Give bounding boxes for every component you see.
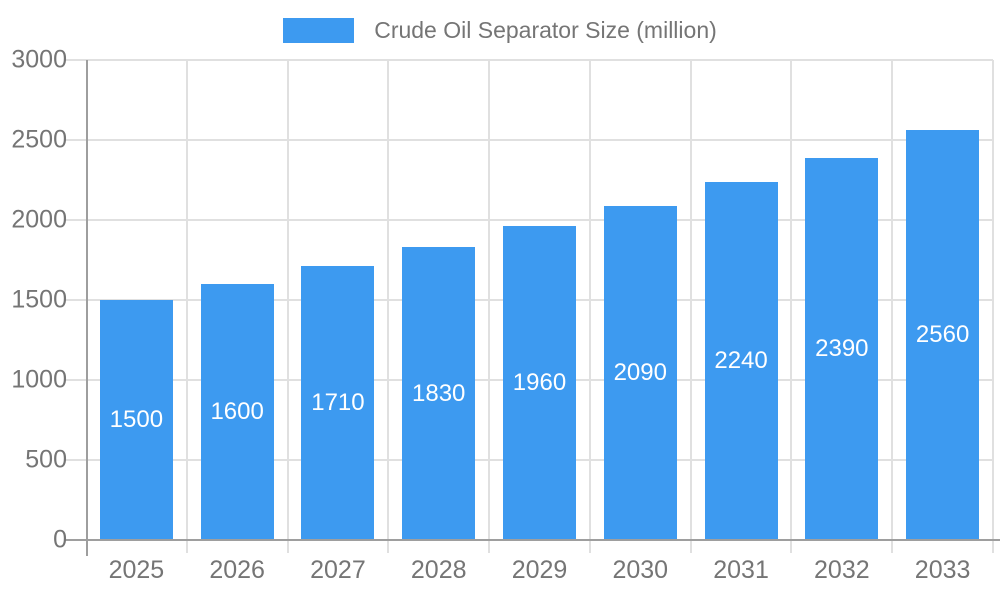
y-tick-label: 1500 [11,285,67,314]
x-tick-label: 2028 [410,556,467,584]
x-gridline [185,60,188,553]
y-gridline [65,59,993,61]
bar-2025[interactable]: 1500 [99,300,173,540]
bar-value-label: 2560 [915,321,970,349]
bar-2028[interactable]: 1830 [402,247,476,540]
bar-value-label: 1830 [412,379,466,407]
y-axis-line [86,60,88,556]
x-gridline [790,60,793,553]
x-gridline [387,60,390,553]
x-tick-label: 2025 [108,556,165,584]
y-tick-label: 0 [53,525,67,554]
x-tick-label: 2033 [914,556,971,584]
bar-2026[interactable]: 1600 [200,284,274,540]
x-tick-label: 2032 [814,556,870,584]
x-tick-label: 2030 [612,556,669,584]
x-tick-label: 2026 [209,556,265,584]
x-tick-label: 2027 [310,556,366,584]
bar-value-label: 1960 [512,369,567,397]
bar-2031[interactable]: 2240 [704,181,778,540]
bar-value-label: 2090 [613,358,667,386]
plot-area: 1500 1600 1710 1830 1960 2090 2240 2390 2560 [65,59,1000,556]
bar-2027[interactable]: 1710 [301,266,375,540]
y-tick-label: 2500 [11,125,67,154]
bar-value-label: 2240 [714,346,768,374]
x-axis-line [65,539,1000,541]
bar-2029[interactable]: 1960 [503,226,576,540]
x-gridline [689,60,692,553]
bar-value-label: 1500 [109,406,164,433]
x-tick-label: 2029 [511,556,568,584]
x-gridline [286,60,289,553]
y-tick-label: 2000 [11,205,67,234]
bar-value-label: 2390 [815,334,869,362]
y-gridline [65,219,993,221]
y-tick-label: 1000 [11,365,67,394]
chart-legend: Crude Oil Separator Size (million) [0,17,1000,44]
y-tick-label: 3000 [11,45,67,74]
x-gridline [992,60,994,553]
bar-value-label: 1600 [210,398,264,425]
bar-2033[interactable]: 2560 [906,130,980,540]
x-gridline [891,60,894,553]
x-gridline [488,60,491,553]
bar-value-label: 1710 [311,389,365,417]
legend-item[interactable]: Crude Oil Separator Size (million) [283,17,717,44]
legend-label: Crude Oil Separator Size (million) [374,17,717,43]
legend-swatch [283,18,355,43]
bar-2030[interactable]: 2090 [603,205,677,540]
y-tick-label: 500 [25,445,67,474]
x-tick-label: 2031 [713,556,769,584]
y-gridline [65,139,993,141]
x-gridline [588,60,591,553]
bar-2032[interactable]: 2390 [805,157,879,540]
